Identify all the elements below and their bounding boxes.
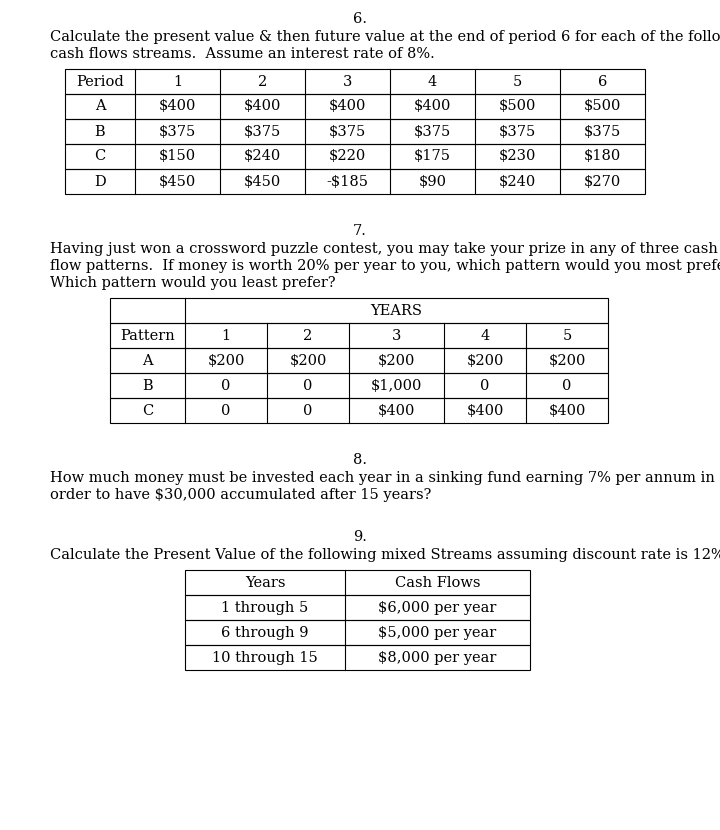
Text: B: B xyxy=(142,378,153,393)
Text: Pattern: Pattern xyxy=(120,329,175,343)
Text: C: C xyxy=(142,403,153,417)
Text: 2: 2 xyxy=(258,75,267,89)
Text: $240: $240 xyxy=(499,174,536,188)
Text: 0: 0 xyxy=(480,378,490,393)
Text: $8,000 per year: $8,000 per year xyxy=(378,651,497,665)
Text: $400: $400 xyxy=(414,100,451,114)
Bar xyxy=(65,144,645,169)
Text: $375: $375 xyxy=(584,124,621,139)
Text: 1 through 5: 1 through 5 xyxy=(221,600,309,614)
Text: $450: $450 xyxy=(159,174,196,188)
Bar xyxy=(185,595,530,620)
Text: 6: 6 xyxy=(598,75,607,89)
Text: $400: $400 xyxy=(329,100,366,114)
Text: $5,000 per year: $5,000 per year xyxy=(379,626,497,639)
Text: B: B xyxy=(95,124,105,139)
Text: $240: $240 xyxy=(244,149,281,164)
Bar xyxy=(65,119,645,144)
Text: 0: 0 xyxy=(303,403,312,417)
Text: $400: $400 xyxy=(378,403,415,417)
Text: $375: $375 xyxy=(159,124,196,139)
Bar xyxy=(65,94,645,119)
Text: $500: $500 xyxy=(584,100,621,114)
Text: 1: 1 xyxy=(222,329,230,343)
Text: 3: 3 xyxy=(392,329,401,343)
Text: How much money must be invested each year in a sinking fund earning 7% per annum: How much money must be invested each yea… xyxy=(50,471,715,485)
Text: $200: $200 xyxy=(549,354,585,368)
Text: 3: 3 xyxy=(343,75,352,89)
Bar xyxy=(65,69,645,94)
Text: 1: 1 xyxy=(173,75,182,89)
Bar xyxy=(110,398,608,423)
Text: YEARS: YEARS xyxy=(371,304,423,318)
Text: $450: $450 xyxy=(244,174,281,188)
Text: $150: $150 xyxy=(159,149,196,164)
Text: 8.: 8. xyxy=(353,453,367,467)
Text: $200: $200 xyxy=(289,354,327,368)
Bar xyxy=(110,348,608,373)
Text: Calculate the Present Value of the following mixed Streams assuming discount rat: Calculate the Present Value of the follo… xyxy=(50,548,720,562)
Text: $500: $500 xyxy=(499,100,536,114)
Text: $6,000 per year: $6,000 per year xyxy=(378,600,497,614)
Text: $375: $375 xyxy=(244,124,281,139)
Text: $270: $270 xyxy=(584,174,621,188)
Text: $375: $375 xyxy=(329,124,366,139)
Text: A: A xyxy=(95,100,105,114)
Text: $200: $200 xyxy=(378,354,415,368)
Text: C: C xyxy=(94,149,106,164)
Text: $200: $200 xyxy=(467,354,504,368)
Text: $375: $375 xyxy=(414,124,451,139)
Text: 4: 4 xyxy=(480,329,490,343)
Text: 6 through 9: 6 through 9 xyxy=(221,626,309,639)
Text: $400: $400 xyxy=(549,403,585,417)
Text: A: A xyxy=(142,354,153,368)
Text: 0: 0 xyxy=(221,378,230,393)
Text: 9.: 9. xyxy=(353,530,367,544)
Text: $400: $400 xyxy=(467,403,504,417)
Bar xyxy=(185,645,530,670)
Text: $375: $375 xyxy=(499,124,536,139)
Text: 6.: 6. xyxy=(353,12,367,26)
Bar xyxy=(110,323,608,348)
Bar xyxy=(185,570,530,595)
Bar xyxy=(110,373,608,398)
Text: $230: $230 xyxy=(499,149,536,164)
Text: Having just won a crossword puzzle contest, you may take your prize in any of th: Having just won a crossword puzzle conte… xyxy=(50,242,718,256)
Text: Which pattern would you least prefer?: Which pattern would you least prefer? xyxy=(50,276,336,290)
Text: 0: 0 xyxy=(221,403,230,417)
Text: $175: $175 xyxy=(414,149,451,164)
Text: 7.: 7. xyxy=(353,224,367,238)
Text: cash flows streams.  Assume an interest rate of 8%.: cash flows streams. Assume an interest r… xyxy=(50,47,435,61)
Text: 5: 5 xyxy=(562,329,572,343)
Text: flow patterns.  If money is worth 20% per year to you, which pattern would you m: flow patterns. If money is worth 20% per… xyxy=(50,259,720,273)
Text: Calculate the present value & then future value at the end of period 6 for each : Calculate the present value & then futur… xyxy=(50,30,720,44)
Text: $400: $400 xyxy=(159,100,196,114)
Text: Cash Flows: Cash Flows xyxy=(395,575,480,589)
Text: 0: 0 xyxy=(303,378,312,393)
Text: $180: $180 xyxy=(584,149,621,164)
Text: 10 through 15: 10 through 15 xyxy=(212,651,318,665)
Text: order to have $30,000 accumulated after 15 years?: order to have $30,000 accumulated after … xyxy=(50,488,431,502)
Text: 5: 5 xyxy=(513,75,522,89)
Text: $90: $90 xyxy=(418,174,446,188)
Bar xyxy=(110,298,608,323)
Text: Period: Period xyxy=(76,75,124,89)
Text: $200: $200 xyxy=(207,354,245,368)
Text: 0: 0 xyxy=(562,378,572,393)
Bar xyxy=(185,620,530,645)
Text: $400: $400 xyxy=(244,100,282,114)
Text: -$185: -$185 xyxy=(326,174,369,188)
Text: Years: Years xyxy=(245,575,285,589)
Bar xyxy=(65,169,645,194)
Text: $1,000: $1,000 xyxy=(371,378,422,393)
Text: 2: 2 xyxy=(303,329,312,343)
Text: D: D xyxy=(94,174,106,188)
Text: $220: $220 xyxy=(329,149,366,164)
Text: 4: 4 xyxy=(428,75,437,89)
